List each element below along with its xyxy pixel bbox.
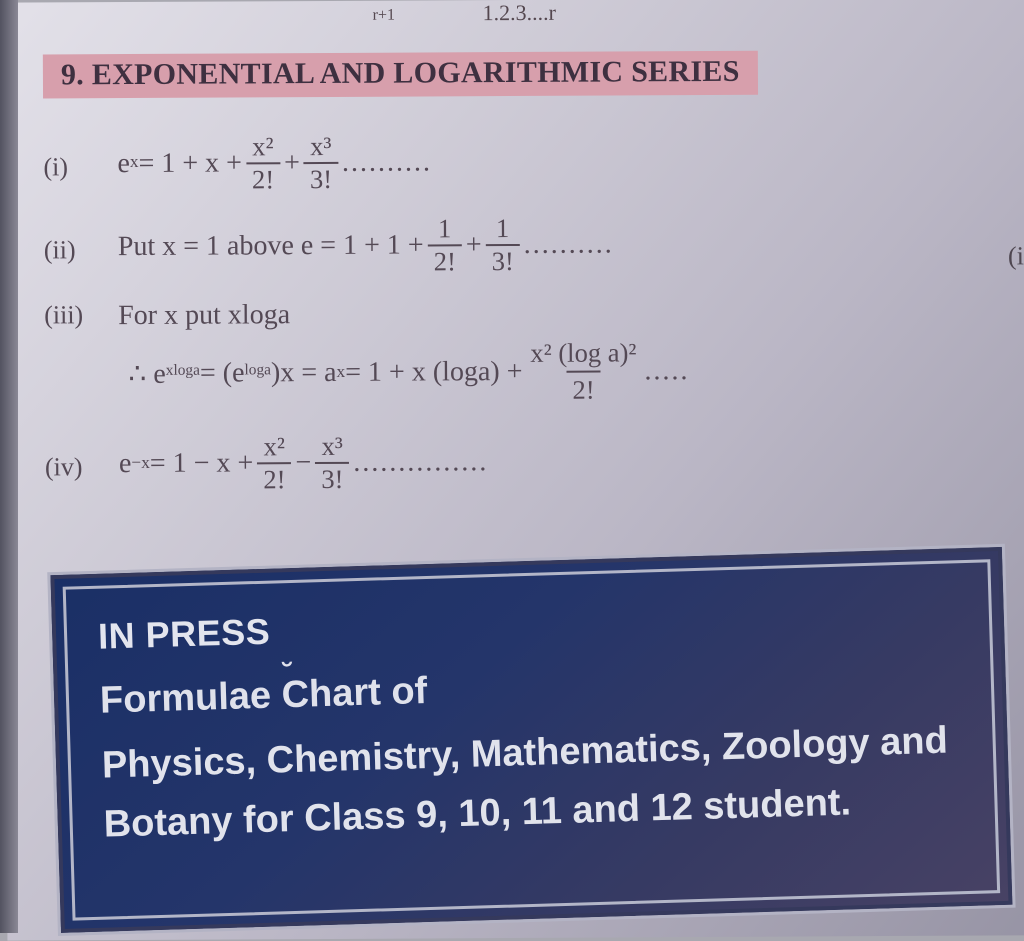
den: 2! <box>428 244 462 275</box>
section-title: 9. EXPONENTIAL AND LOGARITHMIC SERIES <box>43 51 758 99</box>
den: 2! <box>566 371 600 406</box>
sup: x <box>130 153 139 170</box>
item-number: (iv) <box>45 434 119 482</box>
binding-edge <box>0 0 18 933</box>
num: x³ <box>306 133 335 162</box>
eq: = 1 + x + <box>138 149 242 178</box>
line2-post: hart of <box>308 670 427 715</box>
frac: 1 2! <box>427 215 461 274</box>
den: 3! <box>304 162 338 193</box>
line2-c: C <box>281 674 310 717</box>
section-number: 9. <box>61 58 84 91</box>
frag-mid2: 1.2.3....r <box>483 0 556 26</box>
trail: .......... <box>342 148 432 176</box>
formula-iii-line2: ∴ exloga = (eloga )x = ax = 1 + x (loga)… <box>128 336 998 409</box>
content: (i) ex = 1 + x + x² 2! + x³ 3! .........… <box>43 129 999 494</box>
promo-para: Physics, Chemistry, Mathematics, Zoology… <box>101 711 966 854</box>
frac: x² 2! <box>246 133 280 192</box>
plus: + <box>466 231 482 259</box>
promo-line2: Formulae Chart of <box>99 654 962 723</box>
pre: Put x = 1 above e = 1 + 1 + <box>118 231 424 261</box>
formula-ii: Put x = 1 above e = 1 + 1 + 1 2! + 1 3! … <box>118 215 614 277</box>
num: x² <box>260 434 289 463</box>
item-i: (i) ex = 1 + x + x² 2! + x³ 3! .........… <box>43 129 997 193</box>
item-number: (iii) <box>44 300 118 330</box>
top-fragments: r+1 1.2.3....r <box>43 0 997 32</box>
line2-pre: Formulae <box>99 674 282 721</box>
trail: ..... <box>644 355 689 387</box>
num: x² <box>248 133 277 162</box>
den: 3! <box>486 244 520 275</box>
lhs: e <box>117 150 130 178</box>
trail: ............... <box>353 448 488 477</box>
c: = 1 + x (loga) + <box>345 356 522 389</box>
sup: x <box>336 362 345 382</box>
edge-fragment: (i <box>1008 241 1024 271</box>
plus: + <box>284 149 300 177</box>
frac: x² (log a)² 2! <box>526 338 640 407</box>
lhs: e <box>119 450 132 478</box>
num: 1 <box>434 216 455 245</box>
trail: .......... <box>524 230 614 258</box>
den: 2! <box>257 462 291 493</box>
item-number: (ii) <box>44 217 118 265</box>
a: = (e <box>200 358 245 390</box>
num: x² (log a)² <box>526 338 640 372</box>
b: )x = a <box>271 357 337 389</box>
num: x³ <box>317 433 346 462</box>
formula-iv: e−x = 1 − x + x² 2! − x³ 3! ............… <box>119 433 489 494</box>
minus: − <box>295 449 311 477</box>
den: 2! <box>246 162 280 193</box>
sup: −x <box>131 453 150 470</box>
page: r+1 1.2.3....r s 9. EXPONENTIAL AND LOGA… <box>3 0 1024 941</box>
sup: xloga <box>166 361 200 379</box>
section-title-wrap: 9. EXPONENTIAL AND LOGARITHMIC SERIES <box>43 49 997 98</box>
promo-box: IN PRESS Formulae Chart of Physics, Chem… <box>47 544 1015 936</box>
eq: = 1 − x + <box>150 449 254 478</box>
frac: 1 3! <box>485 215 519 274</box>
item-iii: (iii) For x put xloga <box>44 296 998 333</box>
formula-i: ex = 1 + x + x² 2! + x³ 3! .......... <box>117 132 432 193</box>
frac: x³ 3! <box>315 433 349 492</box>
section-title-text: EXPONENTIAL AND LOGARITHMIC SERIES <box>92 55 740 91</box>
den: 3! <box>315 462 349 493</box>
pre: ∴ e <box>128 357 165 391</box>
num: 1 <box>492 215 513 244</box>
promo-line1: IN PRESS <box>98 590 961 658</box>
frac: x³ 3! <box>304 133 338 192</box>
item-number: (i) <box>43 134 117 182</box>
frag-mid1: r+1 <box>373 7 395 25</box>
item-ii: (ii) Put x = 1 above e = 1 + 1 + 1 2! + … <box>44 213 998 277</box>
frac: x² 2! <box>257 434 291 493</box>
item-iv: (iv) e−x = 1 − x + x² 2! − x³ 3! .......… <box>45 430 999 494</box>
sup: loga <box>244 361 271 379</box>
item-iii-text: For x put xloga <box>118 300 290 333</box>
